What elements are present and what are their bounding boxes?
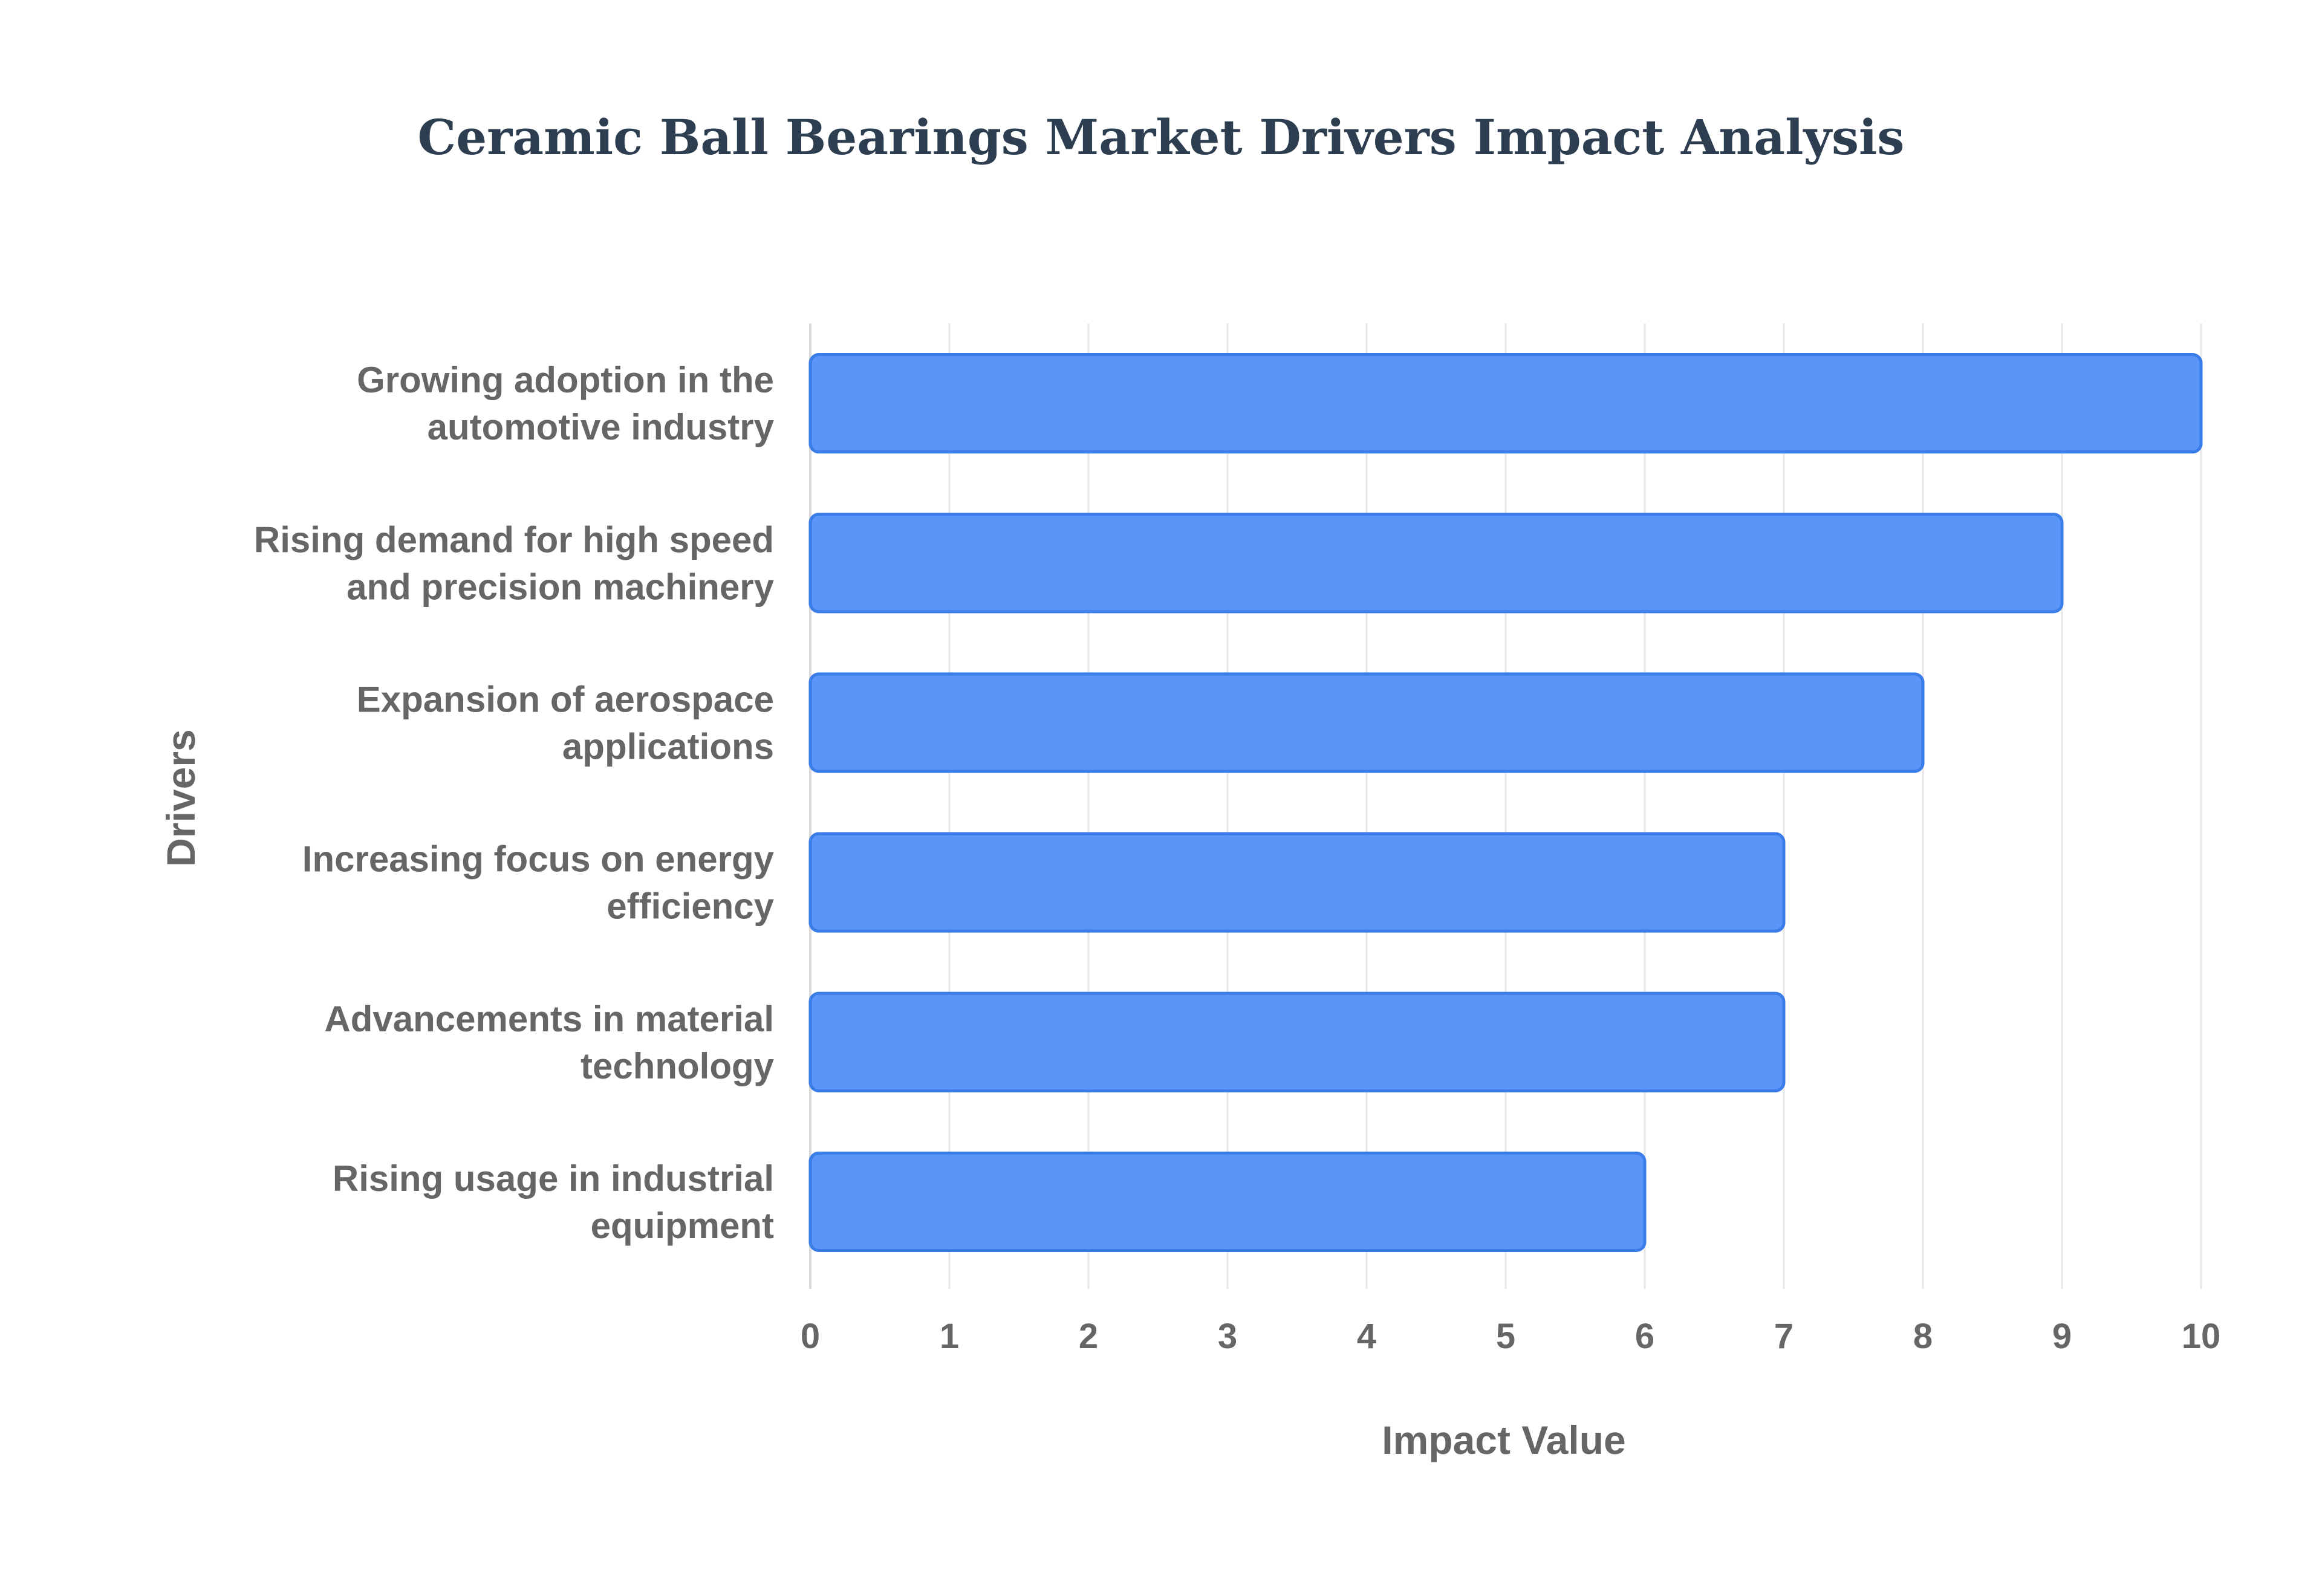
category-label-line: automotive industry [428, 407, 775, 447]
category-label-6: Rising usage in industrial equipment [333, 1158, 774, 1246]
bar-4 [808, 832, 1786, 933]
x-tick-label-3: 3 [1218, 1317, 1237, 1356]
bar-2 [808, 513, 2064, 614]
bars [808, 353, 2203, 1252]
y-axis-title: Drivers [158, 729, 203, 867]
category-label-line: Increasing focus on energy [302, 839, 775, 880]
category-label-2: Rising demand for high speed and precisio… [254, 519, 775, 607]
category-label-line: and precision machinery [346, 566, 775, 607]
x-tick-label-4: 4 [1357, 1317, 1376, 1356]
category-label-line: Rising usage in industrial [333, 1158, 774, 1199]
chart-title: Ceramic Ball Bearings Market Drivers Imp… [418, 109, 1905, 166]
category-label-1: Growing adoption in the automotive indust… [357, 360, 775, 447]
grid-lines [809, 323, 2202, 1289]
category-label-3: Expansion of aerospace applications [357, 679, 774, 767]
category-label-line: efficiency [607, 886, 774, 927]
x-tick-label-1: 1 [940, 1317, 959, 1356]
x-axis-title: Impact Value [1382, 1418, 1626, 1462]
x-tick-label-6: 6 [1635, 1317, 1654, 1356]
x-tick-label-8: 8 [1913, 1317, 1933, 1356]
category-label-line: technology [580, 1046, 775, 1086]
category-labels: Growing adoption in the automotive indust… [254, 360, 775, 1246]
x-tick-label-9: 9 [2052, 1317, 2072, 1356]
x-tick-label-0: 0 [801, 1317, 820, 1356]
category-label-line: Expansion of aerospace [357, 679, 774, 719]
x-tick-label-5: 5 [1496, 1317, 1515, 1356]
category-label-line: equipment [591, 1205, 774, 1246]
x-tick-label-7: 7 [1774, 1317, 1794, 1356]
bar-5 [808, 991, 1786, 1092]
x-tick-labels: 0 1 2 3 4 5 6 7 8 9 10 [801, 1317, 2220, 1356]
x-tick-label-2: 2 [1079, 1317, 1098, 1356]
x-tick-label-10: 10 [2182, 1317, 2221, 1356]
category-label-line: Rising demand for high speed [254, 519, 774, 560]
bar-6 [808, 1151, 1647, 1252]
category-label-line: applications [562, 726, 774, 767]
category-label-5: Advancements in material technology [324, 999, 774, 1086]
bar-3 [808, 672, 1925, 773]
category-label-4: Increasing focus on energy efficiency [302, 839, 775, 927]
bar-1 [808, 353, 2203, 454]
category-label-line: Advancements in material [324, 999, 774, 1039]
category-label-line: Growing adoption in the [357, 360, 774, 400]
